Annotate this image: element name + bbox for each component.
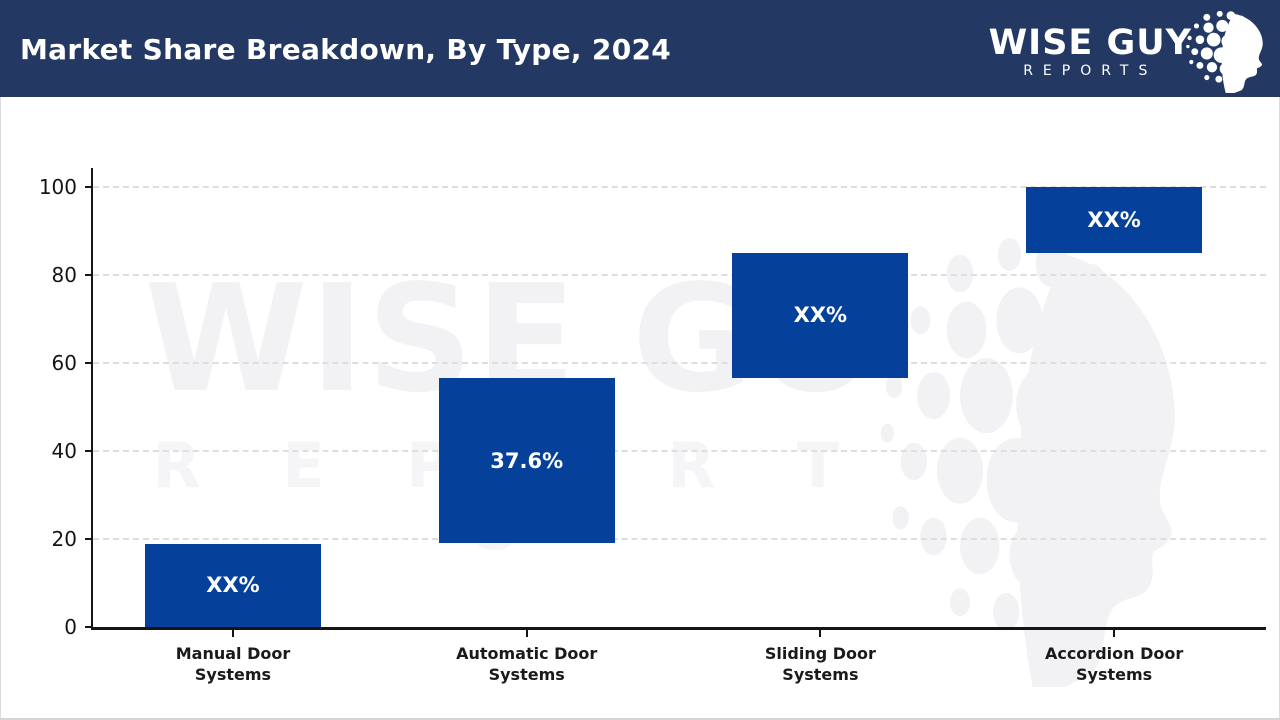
x-category-label: Automatic Door Systems — [456, 644, 598, 684]
x-category-label: Sliding Door Systems — [764, 644, 876, 684]
y-tick-mark — [85, 538, 93, 540]
x-category-label: Accordion Door Systems — [1044, 644, 1184, 684]
bar-segment: XX% — [145, 543, 321, 627]
gridline — [93, 450, 1266, 452]
logo-text: WISE GUY REPORTS — [989, 25, 1192, 79]
bar-value-label: 37.6% — [490, 448, 564, 473]
bar-value-label: XX% — [1087, 208, 1141, 232]
y-tick-mark — [85, 362, 93, 364]
y-tick-label: 20 — [51, 527, 77, 551]
header-bar: Market Share Breakdown, By Type, 2024 WI… — [0, 0, 1280, 97]
x-tick-mark — [1113, 630, 1116, 637]
y-tick-mark — [85, 626, 93, 628]
y-tick-label: 80 — [51, 263, 77, 287]
bar-value-label: XX% — [793, 303, 848, 328]
gridline — [93, 538, 1266, 540]
y-tick-mark — [85, 450, 93, 452]
y-tick-label: 0 — [64, 615, 77, 639]
x-tick-mark — [525, 630, 528, 637]
bar-segment: 37.6% — [438, 377, 615, 544]
x-category-label: Manual Door Systems — [175, 644, 291, 684]
x-tick-mark — [232, 630, 234, 637]
x-tick-mark — [819, 630, 822, 637]
dotted-head-icon — [1186, 10, 1263, 93]
page-title: Market Share Breakdown, By Type, 2024 — [20, 33, 672, 66]
y-tick-label: 60 — [51, 351, 77, 375]
bar-segment: XX% — [1026, 187, 1203, 253]
logo-wordmark: WISE GUY — [988, 23, 1192, 63]
gridline — [93, 274, 1266, 276]
bar-value-label: XX% — [206, 573, 260, 598]
logo-subtitle: REPORTS — [1023, 62, 1158, 79]
chart-canvas: WISE GU R E P O R T S 020406080100XX%Man… — [0, 97, 1280, 720]
gridline — [93, 186, 1266, 188]
y-tick-mark — [85, 274, 93, 276]
wise-guy-reports-logo: WISE GUY REPORTS — [989, 5, 1270, 93]
y-tick-label: 40 — [51, 439, 77, 463]
plot-area: 0 20 40 60 80 100 XX% Manual Door Systems 37.6% A… — [39, 168, 1266, 684]
y-tick-mark — [85, 186, 93, 188]
gridline — [93, 362, 1266, 364]
bar-segment: XX% — [732, 253, 909, 378]
y-tick-label: 100 — [38, 175, 77, 199]
